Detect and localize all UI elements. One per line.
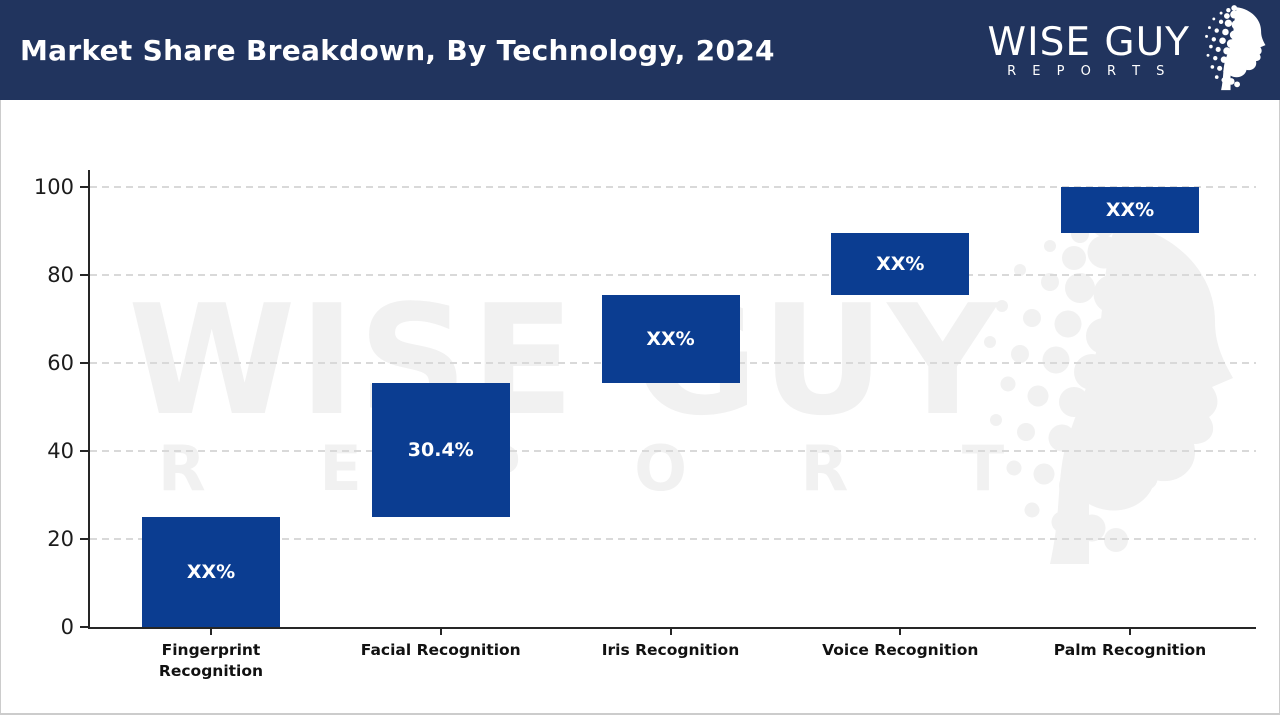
logo-wordmark: WISE GUY R E P O R T S [987, 20, 1190, 80]
y-tick [80, 274, 88, 276]
bar: XX% [1061, 187, 1199, 233]
gridline [90, 538, 1256, 540]
y-tick-label: 100 [33, 175, 74, 199]
x-tick-label: Voice Recognition [822, 641, 979, 659]
y-tick-label: 60 [47, 351, 74, 375]
x-tick [669, 627, 672, 635]
bar: XX% [831, 232, 970, 296]
logo-wordmark-line2: R E P O R T S [1007, 64, 1171, 79]
gridline [90, 274, 1256, 276]
bar: XX% [601, 295, 740, 384]
bar-value-label: XX% [1105, 198, 1155, 221]
y-tick-label: 40 [47, 439, 74, 463]
x-tick-label: Palm Recognition [1053, 641, 1207, 659]
x-tick [899, 627, 902, 635]
gridline [90, 450, 1256, 452]
x-tick-label: Facial Recognition [360, 641, 521, 659]
bar-value-label: XX% [876, 252, 925, 275]
y-tick [80, 538, 88, 540]
header-bar: Market Share Breakdown, By Technology, 2… [0, 0, 1280, 100]
y-tick-label: 80 [47, 263, 74, 287]
x-tick-label: Iris Recognition [601, 641, 740, 659]
page-title: Market Share Breakdown, By Technology, 2… [20, 33, 775, 67]
bar-value-label: XX% [646, 328, 695, 351]
y-axis-line [88, 170, 90, 629]
y-tick [80, 450, 88, 452]
bar-value-label: XX% [186, 561, 236, 583]
x-tick [210, 627, 212, 635]
y-tick-label: 20 [47, 527, 74, 551]
gridline [90, 186, 1256, 188]
y-tick [80, 362, 88, 364]
x-tick [1129, 627, 1131, 635]
bar-value-label: 30.4% [407, 439, 474, 462]
y-tick-label: 0 [60, 615, 74, 639]
x-tick-label: Fingerprint Recognition [158, 641, 264, 680]
bar: 30.4% [371, 383, 510, 517]
logo-wordmark-line1: WISE GUY [987, 20, 1190, 65]
y-tick [80, 626, 88, 628]
y-tick [80, 186, 88, 188]
bar: XX% [142, 517, 280, 627]
wise-guy-logo: WISE GUY R E P O R T S [988, 4, 1272, 92]
x-axis-line [88, 627, 1256, 629]
x-tick [439, 627, 442, 635]
